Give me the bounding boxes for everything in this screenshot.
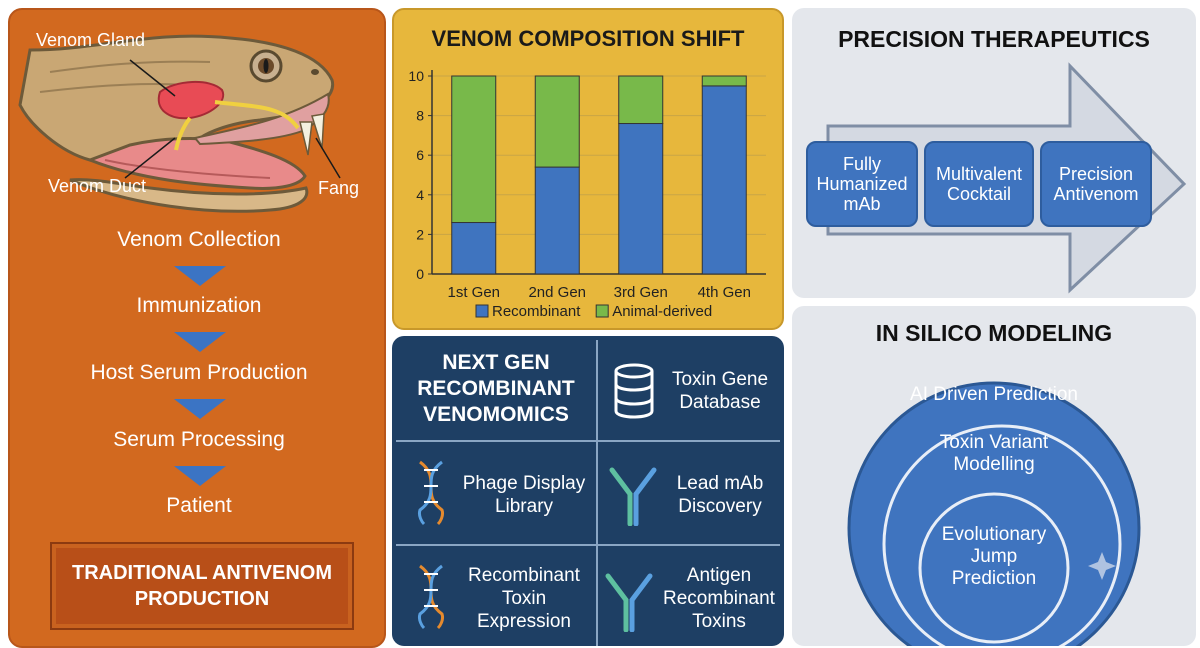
y-tick-label: 4 xyxy=(416,187,424,203)
lead-mab-discovery-label: Lead mAb Discovery xyxy=(660,472,780,518)
traditional-antivenom-banner: TRADITIONAL ANTIVENOM PRODUCTION xyxy=(50,542,354,630)
venom-composition-panel: VENOM COMPOSITION SHIFT 0 2 4 6 8 10 1st Gen 2n… xyxy=(392,8,784,330)
next-gen-venomomics-panel: NEXT GEN RECOMBINANT VENOMOMICS Toxin Ge… xyxy=(392,336,784,646)
box-line: Precision xyxy=(1058,164,1133,184)
box-line: Multivalent xyxy=(935,164,1023,184)
next-gen-title-line: NEXT GEN xyxy=(442,351,550,374)
y-tick-label: 10 xyxy=(408,68,424,84)
y-tick-label: 0 xyxy=(416,266,424,282)
next-gen-title: NEXT GEN RECOMBINANT VENOMOMICS xyxy=(398,350,594,428)
cell-line: Expression xyxy=(477,611,571,632)
bar-recombinant xyxy=(534,166,580,275)
next-gen-title-line: RECOMBINANT xyxy=(417,377,575,400)
sparkle-icon xyxy=(1088,552,1116,580)
x-tick-label: 4th Gen xyxy=(698,284,751,301)
database-icon xyxy=(614,363,654,419)
cell-line: Recombinant xyxy=(468,565,580,586)
bar-animal-derived xyxy=(701,75,747,87)
middle-line: Toxin Variant xyxy=(939,432,1049,453)
middle-line: Modelling xyxy=(953,454,1035,475)
down-arrow-icon xyxy=(174,466,226,486)
antigen-recombinant-toxins-label: Antigen Recombinant Toxins xyxy=(654,564,784,633)
inner-line: Prediction xyxy=(951,568,1037,589)
box-line: Fully xyxy=(842,154,881,174)
precision-antivenom-box: Precision Antivenom xyxy=(1040,141,1152,227)
silico-title: IN SILICO MODELING xyxy=(875,320,1113,346)
ai-driven-prediction-label: AI Driven Prediction xyxy=(910,384,1078,405)
box-line: mAb xyxy=(843,194,881,214)
down-arrow-icon xyxy=(174,266,226,286)
fully-humanized-mab-box: Fully Humanized mAb xyxy=(806,141,918,227)
snake-anatomy-illustration xyxy=(18,34,341,213)
bar-animal-derived xyxy=(534,75,580,168)
cell-line: Database xyxy=(679,392,761,413)
step-serum-processing: Serum Processing xyxy=(113,428,285,451)
multivalent-cocktail-box: Multivalent Cocktail xyxy=(924,141,1034,227)
toxin-variant-modelling-label: Toxin Variant Modelling xyxy=(792,432,1196,476)
down-arrow-icon xyxy=(174,399,226,419)
bar-animal-derived xyxy=(618,75,664,125)
down-arrow-icon xyxy=(174,332,226,352)
step-venom-collection: Venom Collection xyxy=(117,228,281,251)
traditional-production-panel: Venom Gland Venom Duct Fang Venom Collec… xyxy=(8,8,386,648)
banner-line-2: PRODUCTION xyxy=(134,588,270,610)
precision-therapeutics-panel: PRECISION THERAPEUTICS Fully Humanized m… xyxy=(792,8,1196,298)
cell-line: Toxin xyxy=(501,588,547,609)
cell-line: Phage Display xyxy=(462,473,586,494)
nested-circles-diagram xyxy=(847,381,1141,646)
y-tick-label: 2 xyxy=(416,226,424,242)
x-tick-label: 1st Gen xyxy=(447,284,500,301)
cell-line: Toxin Gene xyxy=(671,369,769,390)
evolutionary-jump-prediction-label: Evolutionary Jump Prediction xyxy=(792,524,1196,590)
x-tick-label: 2nd Gen xyxy=(528,284,586,301)
bar-recombinant xyxy=(618,123,664,275)
composition-bar-chart: 0 2 4 6 8 10 1st Gen 2nd Gen 3rd Gen 4th Gen Recom… xyxy=(408,68,766,320)
recombinant-toxin-expression-label: Recombinant Toxin Expression xyxy=(454,564,594,633)
bar-animal-derived xyxy=(451,75,497,224)
y-tick-label: 8 xyxy=(416,108,424,124)
bar-recombinant xyxy=(451,222,497,275)
cell-line: Toxins xyxy=(692,611,746,632)
box-line: Humanized xyxy=(816,174,908,194)
toxin-gene-database-label: Toxin Gene Database xyxy=(660,368,780,414)
venom-duct-label: Venom Duct xyxy=(48,176,147,196)
legend-swatch xyxy=(595,304,609,318)
x-tick-label: 3rd Gen xyxy=(614,284,668,301)
step-patient: Patient xyxy=(166,494,232,517)
chart-title: VENOM COMPOSITION SHIFT xyxy=(431,26,745,51)
inner-line: Jump xyxy=(970,546,1018,567)
box-line: Cocktail xyxy=(946,184,1011,204)
legend-label: Animal-derived xyxy=(612,303,712,320)
cell-line: Recombinant xyxy=(663,588,775,609)
in-silico-modeling-panel: IN SILICO MODELING AI Driven Prediction … xyxy=(792,306,1196,646)
dna-icon xyxy=(418,460,444,526)
step-immunization: Immunization xyxy=(136,294,262,317)
cell-line: Antigen xyxy=(686,565,752,586)
cell-line: Library xyxy=(494,496,554,517)
legend-swatch xyxy=(475,304,489,318)
precision-title: PRECISION THERAPEUTICS xyxy=(838,26,1150,52)
venom-gland-label: Venom Gland xyxy=(36,30,146,50)
bar-recombinant xyxy=(701,85,747,275)
fang-label: Fang xyxy=(318,178,360,198)
box-line: Antivenom xyxy=(1053,184,1139,204)
legend-label: Recombinant xyxy=(492,303,581,320)
banner-line-1: TRADITIONAL ANTIVENOM xyxy=(72,562,332,584)
antibody-icon xyxy=(609,467,657,526)
cell-line: Discovery xyxy=(678,496,762,517)
cell-line: Lead mAb xyxy=(676,473,764,494)
inner-line: Evolutionary xyxy=(941,524,1047,545)
dna-icon xyxy=(418,564,444,630)
phage-display-library-label: Phage Display Library xyxy=(454,472,594,518)
antibody-icon xyxy=(605,573,653,632)
next-gen-title-line: VENOMOMICS xyxy=(423,403,569,426)
step-host-serum-production: Host Serum Production xyxy=(90,361,308,384)
y-tick-label: 6 xyxy=(416,147,424,163)
